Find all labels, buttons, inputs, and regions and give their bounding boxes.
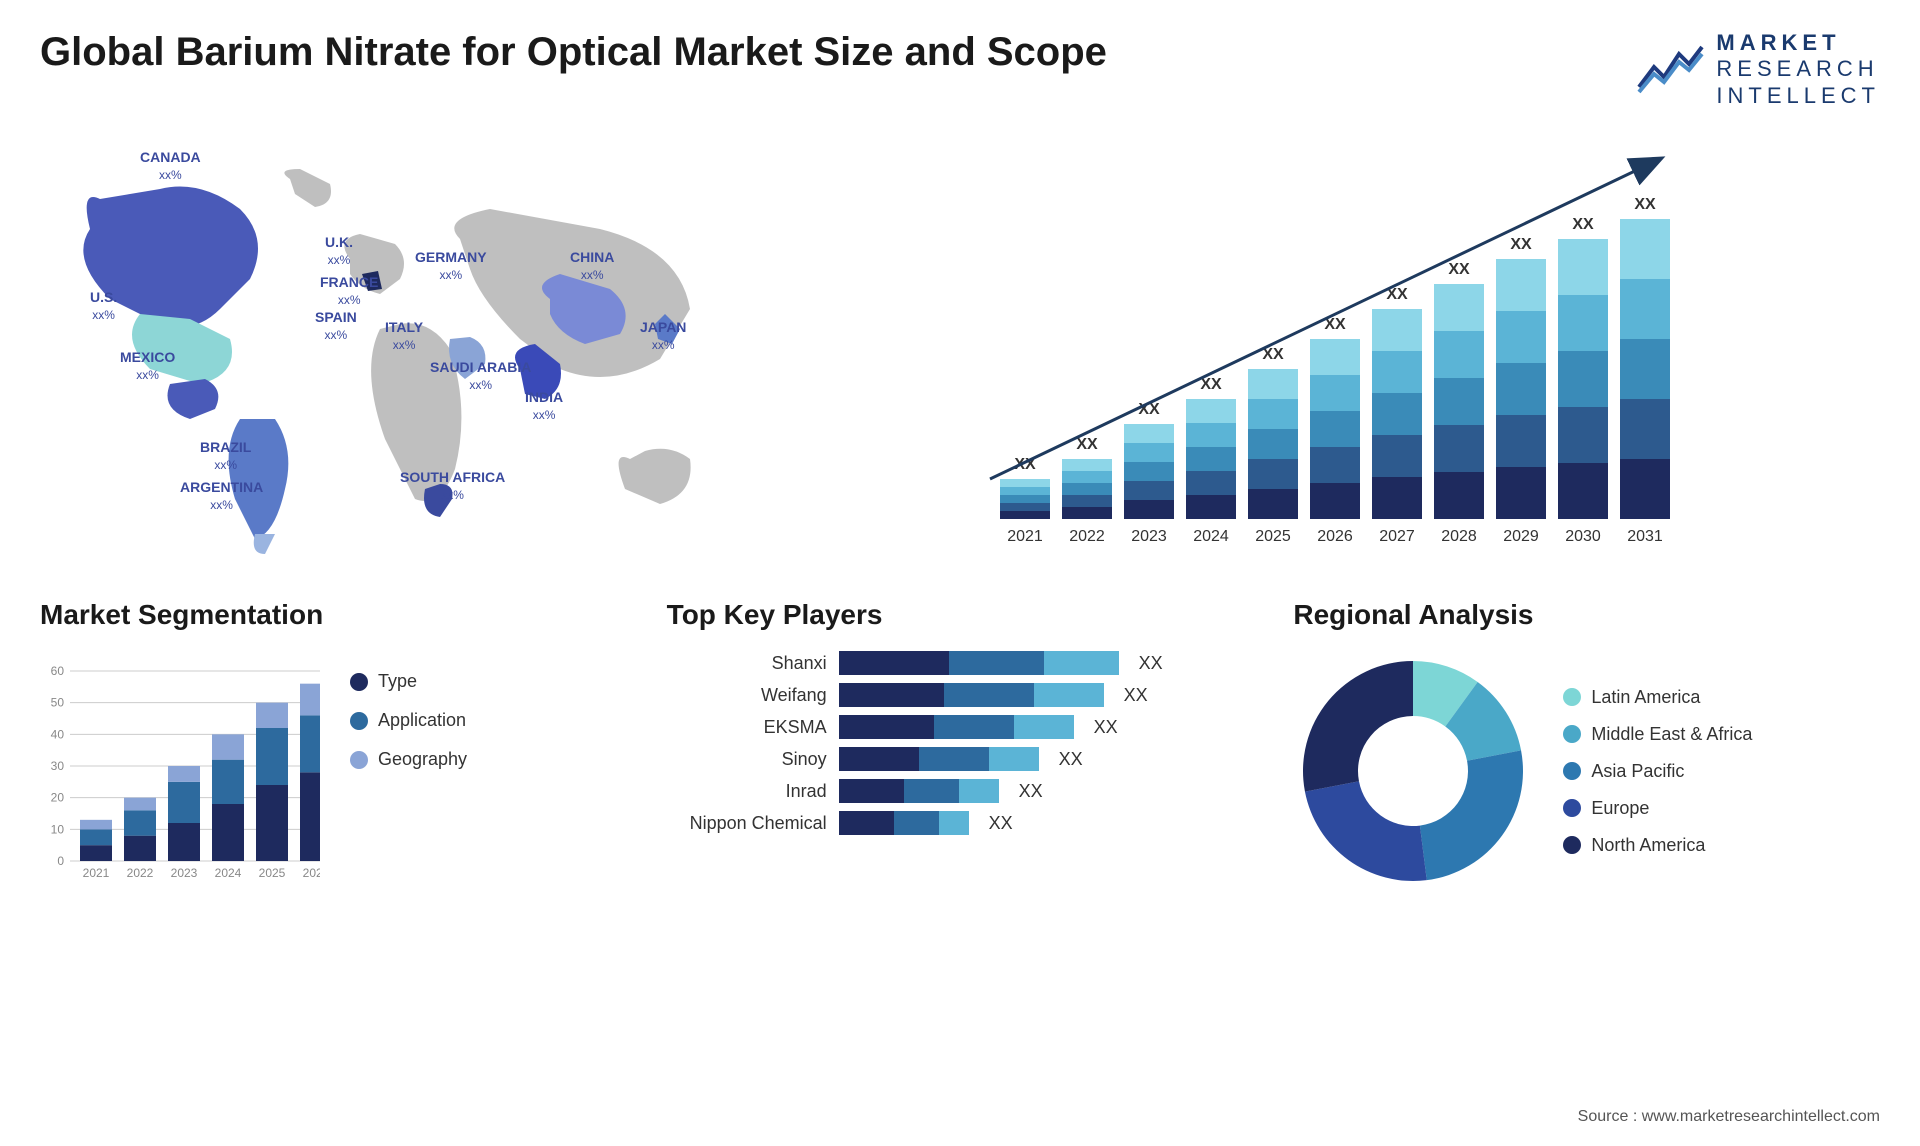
players-title: Top Key Players <box>667 599 1254 631</box>
svg-text:2031: 2031 <box>1627 528 1663 545</box>
player-value: XX <box>1059 749 1083 770</box>
legend-item: Asia Pacific <box>1563 761 1752 782</box>
player-bar <box>839 747 1039 771</box>
svg-text:XX: XX <box>1572 216 1594 233</box>
logo: MARKET RESEARCH INTELLECT <box>1634 30 1880 109</box>
svg-text:2028: 2028 <box>1441 528 1477 545</box>
source-text: Source : www.marketresearchintellect.com <box>1578 1108 1880 1126</box>
svg-text:2026: 2026 <box>1317 528 1353 545</box>
player-bar <box>839 715 1074 739</box>
segmentation-legend: Type Application Geography <box>350 651 467 881</box>
player-value: XX <box>1094 717 1118 738</box>
map-label: INDIAxx% <box>525 389 563 423</box>
player-bar <box>839 811 969 835</box>
map-label: SPAINxx% <box>315 309 357 343</box>
player-row: EKSMA XX <box>667 715 1254 739</box>
map-label: BRAZILxx% <box>200 439 251 473</box>
segmentation-section: Market Segmentation 0 10 20 30 40 50 60 2021 202… <box>40 599 627 891</box>
player-name: Sinoy <box>667 749 827 770</box>
regional-donut <box>1293 651 1533 891</box>
player-row: Weifang XX <box>667 683 1254 707</box>
svg-text:XX: XX <box>1634 196 1656 213</box>
player-row: Sinoy XX <box>667 747 1254 771</box>
segmentation-title: Market Segmentation <box>40 599 627 631</box>
map-label: U.S.xx% <box>90 289 117 323</box>
legend-item: Europe <box>1563 798 1752 819</box>
regional-legend: Latin America Middle East & Africa Asia Pa… <box>1563 687 1752 856</box>
player-row: Shanxi XX <box>667 651 1254 675</box>
logo-line3: INTELLECT <box>1716 83 1880 109</box>
map-label: ITALYxx% <box>385 319 423 353</box>
svg-text:60: 60 <box>51 664 65 678</box>
map-label: SOUTH AFRICAxx% <box>400 469 505 503</box>
logo-line1: MARKET <box>1716 30 1880 56</box>
svg-text:10: 10 <box>51 823 65 837</box>
svg-text:30: 30 <box>51 759 65 773</box>
player-bar <box>839 651 1119 675</box>
svg-text:2021: 2021 <box>1007 528 1043 545</box>
main-bar-chart: XX2021XX2022XX2023XX2024XX2025XX2026XX20… <box>980 139 1880 559</box>
svg-text:50: 50 <box>51 696 65 710</box>
map-label: ARGENTINAxx% <box>180 479 263 513</box>
map-label: CANADAxx% <box>140 149 201 183</box>
svg-text:40: 40 <box>51 728 65 742</box>
player-value: XX <box>989 813 1013 834</box>
player-name: Shanxi <box>667 653 827 674</box>
player-value: XX <box>1019 781 1043 802</box>
player-bar <box>839 779 999 803</box>
legend-item: Application <box>350 710 467 731</box>
svg-text:2029: 2029 <box>1503 528 1539 545</box>
map-label: JAPANxx% <box>640 319 686 353</box>
svg-text:2023: 2023 <box>171 866 198 880</box>
svg-text:2023: 2023 <box>1131 528 1167 545</box>
svg-text:2030: 2030 <box>1565 528 1601 545</box>
page-title: Global Barium Nitrate for Optical Market… <box>40 30 1107 75</box>
svg-text:0: 0 <box>57 854 64 868</box>
svg-text:XX: XX <box>1448 261 1470 278</box>
svg-text:2026: 2026 <box>303 866 320 880</box>
map-label: SAUDI ARABIAxx% <box>430 359 531 393</box>
svg-text:2025: 2025 <box>259 866 286 880</box>
map-label: MEXICOxx% <box>120 349 175 383</box>
map-label: U.K.xx% <box>325 234 353 268</box>
legend-item: Latin America <box>1563 687 1752 708</box>
svg-text:2024: 2024 <box>1193 528 1229 545</box>
players-chart: ShanxiXXWeifangXXEKSMAXXSinoyXXInradXXNi… <box>667 651 1254 835</box>
map-label: FRANCExx% <box>320 274 378 308</box>
player-value: XX <box>1124 685 1148 706</box>
player-row: Nippon Chemical XX <box>667 811 1254 835</box>
legend-item: Middle East & Africa <box>1563 724 1752 745</box>
svg-text:2022: 2022 <box>1069 528 1105 545</box>
svg-text:XX: XX <box>1510 236 1532 253</box>
player-name: EKSMA <box>667 717 827 738</box>
svg-text:2021: 2021 <box>83 866 110 880</box>
segmentation-chart: 0 10 20 30 40 50 60 2021 2022 2023 2024 2025 2026 <box>40 651 320 881</box>
map-label: CHINAxx% <box>570 249 614 283</box>
player-value: XX <box>1139 653 1163 674</box>
map-label: GERMANYxx% <box>415 249 487 283</box>
svg-text:2024: 2024 <box>215 866 242 880</box>
legend-item: North America <box>1563 835 1752 856</box>
regional-title: Regional Analysis <box>1293 599 1880 631</box>
regional-section: Regional Analysis Latin America Middle Ea… <box>1293 599 1880 891</box>
svg-text:2025: 2025 <box>1255 528 1291 545</box>
players-section: Top Key Players Shanxi XX Weifang XX EKSMA XX… <box>667 599 1254 891</box>
player-name: Weifang <box>667 685 827 706</box>
world-map: CANADAxx% U.S.xx%MEXICOxx% BRAZILxx% ARGENT… <box>40 139 940 559</box>
player-name: Nippon Chemical <box>667 813 827 834</box>
svg-text:20: 20 <box>51 791 65 805</box>
player-name: Inrad <box>667 781 827 802</box>
player-row: Inrad XX <box>667 779 1254 803</box>
logo-line2: RESEARCH <box>1716 56 1880 82</box>
svg-text:2027: 2027 <box>1379 528 1415 545</box>
legend-item: Geography <box>350 749 467 770</box>
player-bar <box>839 683 1104 707</box>
svg-text:2022: 2022 <box>127 866 154 880</box>
svg-text:XX: XX <box>1076 436 1098 453</box>
legend-item: Type <box>350 671 467 692</box>
